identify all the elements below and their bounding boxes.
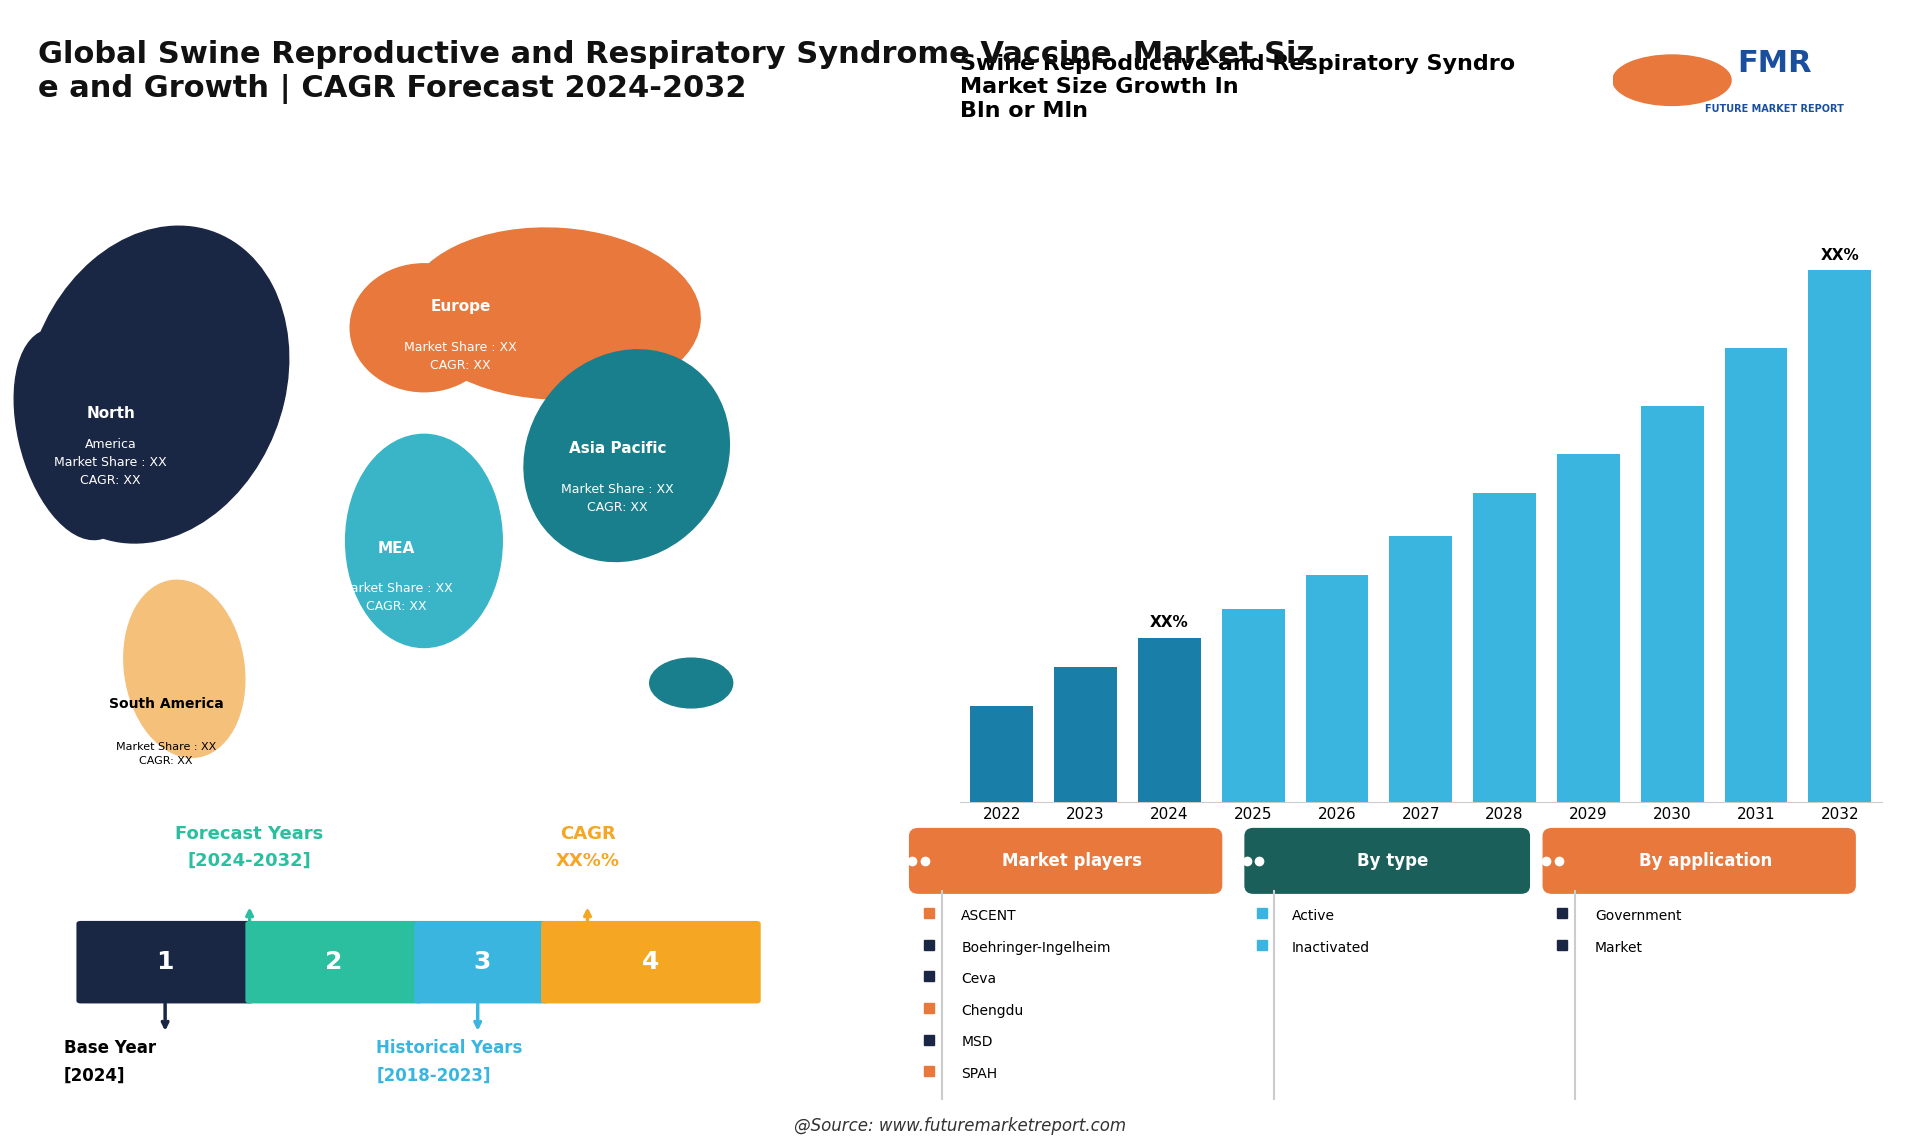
Bar (970, 706, 1033, 802)
Text: Global Swine Reproductive and Respiratory Syndrome Vaccine  Market Siz
e and Gro: Global Swine Reproductive and Respirator… (38, 40, 1315, 103)
Text: Market players: Market players (1002, 851, 1142, 870)
Bar (1390, 536, 1452, 802)
Text: SPAH: SPAH (962, 1067, 996, 1081)
Text: Asia Pacific: Asia Pacific (568, 441, 666, 456)
Bar (1139, 638, 1200, 802)
Text: Forecast Years: Forecast Years (175, 825, 324, 842)
Text: America
Market Share : XX
CAGR: XX: America Market Share : XX CAGR: XX (54, 438, 167, 487)
Bar (1809, 270, 1872, 802)
FancyBboxPatch shape (1542, 827, 1857, 894)
Ellipse shape (349, 264, 497, 392)
Ellipse shape (13, 329, 132, 540)
Text: Ceva: Ceva (962, 972, 996, 987)
Text: Swine Reproductive and Respiratory Syndro
Market Size Growth In
Bln or Mln: Swine Reproductive and Respiratory Syndr… (960, 54, 1515, 120)
Text: 3: 3 (472, 950, 492, 974)
Text: Market Share : XX
CAGR: XX: Market Share : XX CAGR: XX (115, 743, 217, 766)
Text: Boehringer-Ingelheim: Boehringer-Ingelheim (962, 941, 1110, 955)
Text: Market Share : XX
CAGR: XX: Market Share : XX CAGR: XX (561, 482, 674, 513)
Text: South America: South America (109, 697, 223, 712)
Bar (1724, 347, 1788, 802)
Text: FUTURE MARKET REPORT: FUTURE MARKET REPORT (1705, 104, 1843, 113)
Text: By application: By application (1640, 851, 1772, 870)
Text: XX%: XX% (1150, 615, 1188, 630)
Text: 1: 1 (156, 950, 175, 974)
Text: XX%%: XX%% (555, 853, 620, 870)
Text: ASCENT: ASCENT (962, 909, 1018, 923)
FancyBboxPatch shape (77, 921, 253, 1004)
Text: MEA: MEA (378, 541, 415, 556)
Text: Europe: Europe (430, 299, 492, 314)
Text: Base Year: Base Year (63, 1039, 156, 1058)
Bar (1054, 667, 1117, 802)
Ellipse shape (25, 226, 288, 543)
Text: Active: Active (1292, 909, 1334, 923)
Bar (1557, 454, 1620, 802)
Text: XX%: XX% (1820, 248, 1859, 262)
FancyBboxPatch shape (246, 921, 422, 1004)
Text: Historical Years: Historical Years (376, 1039, 522, 1058)
Text: Market Share : XX
CAGR: XX: Market Share : XX CAGR: XX (405, 340, 516, 371)
Ellipse shape (524, 350, 730, 562)
Bar (1642, 406, 1703, 802)
Text: Inactivated: Inactivated (1292, 941, 1371, 955)
FancyBboxPatch shape (541, 921, 760, 1004)
Text: Chengdu: Chengdu (962, 1004, 1023, 1018)
Bar (1221, 609, 1284, 802)
FancyBboxPatch shape (1244, 827, 1530, 894)
Bar (1306, 575, 1369, 802)
Text: Market: Market (1596, 941, 1644, 955)
Text: 2: 2 (324, 950, 344, 974)
Text: Government: Government (1596, 909, 1682, 923)
Ellipse shape (346, 434, 503, 647)
Text: [2024]: [2024] (63, 1067, 125, 1085)
Text: Market Share : XX
CAGR: XX: Market Share : XX CAGR: XX (340, 582, 453, 613)
Ellipse shape (123, 580, 246, 758)
Text: [2018-2023]: [2018-2023] (376, 1067, 492, 1085)
Ellipse shape (649, 658, 733, 708)
Text: North: North (86, 406, 134, 421)
Ellipse shape (405, 228, 701, 399)
Text: [2024-2032]: [2024-2032] (188, 853, 311, 870)
Circle shape (1613, 55, 1732, 105)
FancyBboxPatch shape (415, 921, 549, 1004)
Bar (1473, 493, 1536, 802)
Text: By type: By type (1357, 851, 1428, 870)
Text: FMR: FMR (1738, 48, 1811, 78)
Text: CAGR: CAGR (559, 825, 616, 842)
Text: MSD: MSD (962, 1035, 993, 1050)
Text: 4: 4 (641, 950, 660, 974)
FancyBboxPatch shape (908, 827, 1223, 894)
Text: @Source: www.futuremarketreport.com: @Source: www.futuremarketreport.com (795, 1116, 1125, 1135)
